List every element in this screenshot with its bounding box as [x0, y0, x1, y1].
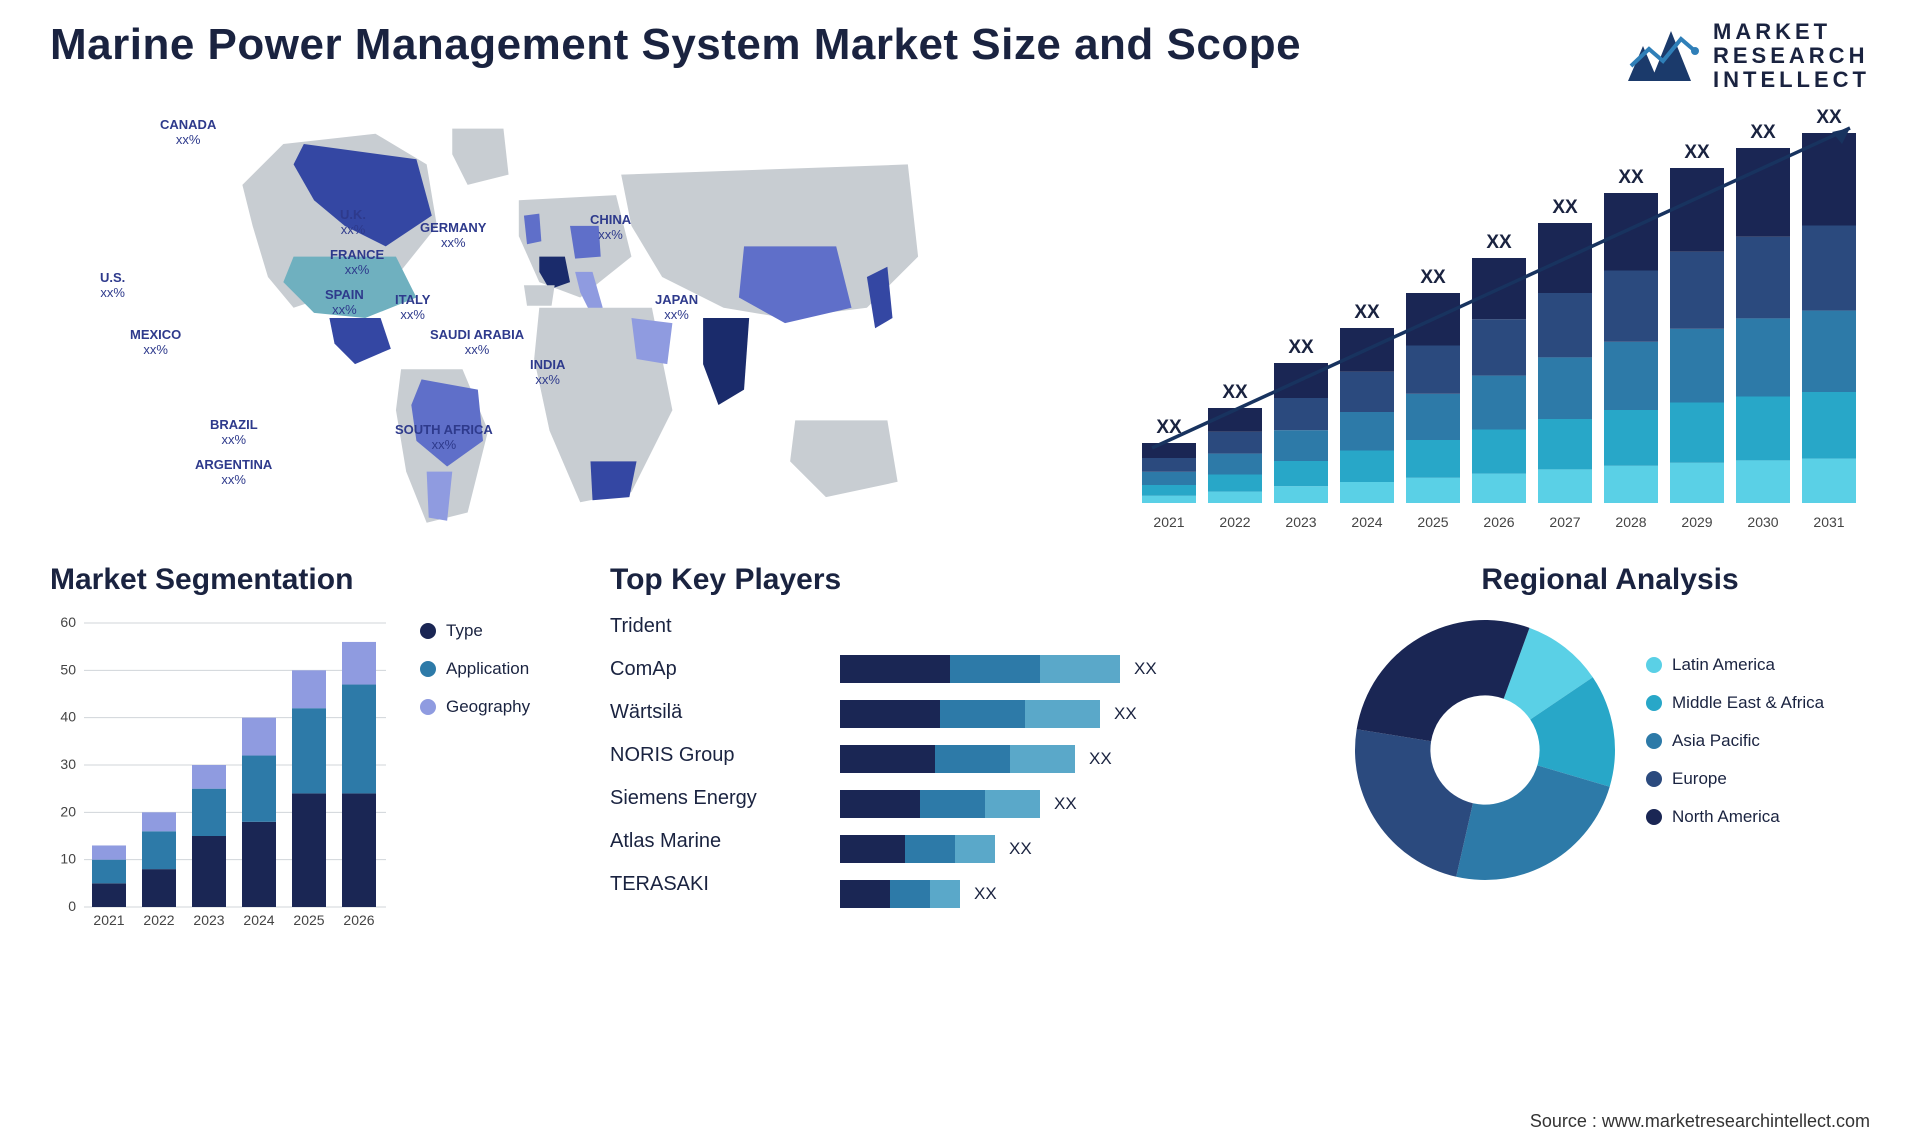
- svg-text:2026: 2026: [1483, 514, 1514, 530]
- players-list: Trident ComAp Wärtsilä NORIS Group Siemens E…: [610, 615, 810, 925]
- player-name: Atlas Marine: [610, 830, 810, 853]
- svg-text:XX: XX: [1486, 232, 1512, 253]
- legend-item: North America: [1646, 807, 1870, 827]
- regional-donut-chart: [1350, 615, 1620, 885]
- svg-text:2021: 2021: [1153, 514, 1184, 530]
- legend-item: Asia Pacific: [1646, 731, 1870, 751]
- player-bar-row: XX: [840, 700, 1320, 728]
- player-bar-row: XX: [840, 745, 1320, 773]
- svg-text:0: 0: [68, 898, 76, 914]
- player-bar-row: XX: [840, 655, 1320, 683]
- svg-text:XX: XX: [1750, 122, 1776, 143]
- players-bars-chart: XX XX XX XX XX XX: [840, 615, 1320, 925]
- legend-item: Latin America: [1646, 655, 1870, 675]
- map-label: SAUDI ARABIAxx%: [430, 328, 524, 358]
- legend-item: Application: [420, 659, 580, 679]
- logo-line1: MARKET: [1713, 20, 1870, 44]
- svg-text:2023: 2023: [1285, 514, 1316, 530]
- player-bar-row: XX: [840, 835, 1320, 863]
- svg-text:XX: XX: [1684, 142, 1710, 163]
- player-bar-row: XX: [840, 880, 1320, 908]
- map-label: JAPANxx%: [655, 293, 698, 323]
- map-label: CANADAxx%: [160, 118, 216, 148]
- logo-icon: [1623, 21, 1701, 91]
- map-label: SPAINxx%: [325, 288, 364, 318]
- player-name: Siemens Energy: [610, 787, 810, 810]
- map-label: INDIAxx%: [530, 358, 565, 388]
- svg-text:2026: 2026: [343, 912, 374, 928]
- map-label: FRANCExx%: [330, 248, 384, 278]
- legend-item: Middle East & Africa: [1646, 693, 1870, 713]
- map-label: U.K.xx%: [340, 208, 366, 238]
- svg-text:2022: 2022: [1219, 514, 1250, 530]
- svg-text:20: 20: [60, 803, 76, 819]
- map-label: ARGENTINAxx%: [195, 458, 272, 488]
- svg-text:2023: 2023: [193, 912, 224, 928]
- legend-item: Geography: [420, 697, 580, 717]
- page-title: Marine Power Management System Market Si…: [50, 20, 1301, 70]
- svg-text:2024: 2024: [243, 912, 274, 928]
- player-name: ComAp: [610, 658, 810, 681]
- svg-text:2029: 2029: [1681, 514, 1712, 530]
- svg-text:10: 10: [60, 850, 76, 866]
- svg-text:2028: 2028: [1615, 514, 1646, 530]
- svg-text:2024: 2024: [1351, 514, 1382, 530]
- svg-text:2021: 2021: [93, 912, 124, 928]
- players-title: Top Key Players: [610, 563, 1320, 597]
- world-map: CANADAxx% U.S.xx% MEXICOxx% BRAZILxx% ARGENT…: [50, 103, 1090, 533]
- svg-text:30: 30: [60, 756, 76, 772]
- svg-text:XX: XX: [1420, 267, 1446, 288]
- player-name: TERASAKI: [610, 873, 810, 896]
- svg-text:2025: 2025: [1417, 514, 1448, 530]
- regional-title: Regional Analysis: [1481, 563, 1738, 597]
- brand-logo: MARKET RESEARCH INTELLECT: [1623, 20, 1870, 93]
- logo-line3: INTELLECT: [1713, 68, 1870, 92]
- player-name: NORIS Group: [610, 744, 810, 767]
- segmentation-title: Market Segmentation: [50, 563, 580, 597]
- svg-text:2030: 2030: [1747, 514, 1778, 530]
- svg-text:XX: XX: [1354, 302, 1380, 323]
- svg-text:40: 40: [60, 708, 76, 724]
- svg-text:XX: XX: [1288, 337, 1314, 358]
- map-label: SOUTH AFRICAxx%: [395, 423, 493, 453]
- svg-text:2025: 2025: [293, 912, 324, 928]
- player-name: Wärtsilä: [610, 701, 810, 724]
- source-attribution: Source : www.marketresearchintellect.com: [1530, 1111, 1870, 1132]
- regional-legend: Latin America Middle East & Africa Asia Pa…: [1646, 655, 1870, 845]
- market-growth-chart: 2021 XX 2022 XX 2023 XX 2024 XX 2025 XX 2026 XX 2027…: [1130, 103, 1870, 533]
- svg-text:XX: XX: [1222, 382, 1248, 403]
- map-label: CHINAxx%: [590, 213, 631, 243]
- map-label: GERMANYxx%: [420, 221, 486, 251]
- player-bar-row: XX: [840, 790, 1320, 818]
- segmentation-panel: Market Segmentation 0 10 20 30 40 50 60 2021 202…: [50, 563, 580, 963]
- svg-text:XX: XX: [1618, 167, 1644, 188]
- segmentation-legend: Type Application Geography: [420, 615, 580, 963]
- map-label: U.S.xx%: [100, 271, 125, 301]
- svg-text:50: 50: [60, 661, 76, 677]
- legend-item: Europe: [1646, 769, 1870, 789]
- map-label: MEXICOxx%: [130, 328, 181, 358]
- legend-item: Type: [420, 621, 580, 641]
- svg-text:2027: 2027: [1549, 514, 1580, 530]
- svg-text:2022: 2022: [143, 912, 174, 928]
- map-label: BRAZILxx%: [210, 418, 258, 448]
- logo-line2: RESEARCH: [1713, 44, 1870, 68]
- svg-text:XX: XX: [1552, 197, 1578, 218]
- regional-panel: Regional Analysis Latin America Middle Ea…: [1350, 563, 1870, 963]
- svg-text:2031: 2031: [1813, 514, 1844, 530]
- players-panel: Top Key Players Trident ComAp Wärtsilä NORI…: [610, 563, 1320, 963]
- player-name: Trident: [610, 615, 810, 638]
- svg-text:XX: XX: [1816, 107, 1842, 128]
- map-label: ITALYxx%: [395, 293, 430, 323]
- svg-text:60: 60: [60, 615, 76, 630]
